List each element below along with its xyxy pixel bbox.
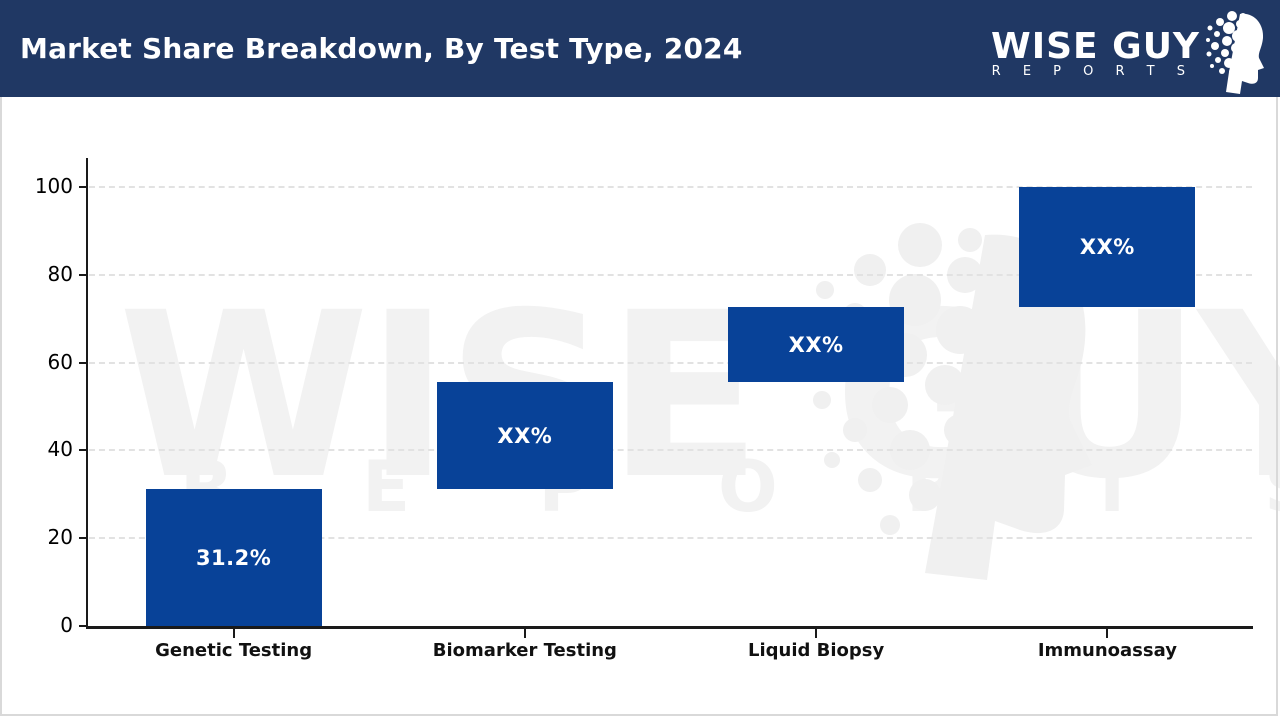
y-axis-tick-label: 100 xyxy=(34,174,73,198)
x-axis-line xyxy=(86,626,1253,629)
bar: XX% xyxy=(436,382,613,490)
logo-reports-label: R E P O R T S xyxy=(991,64,1194,79)
x-axis-tick xyxy=(523,629,526,638)
gridline xyxy=(89,273,1252,276)
x-axis-tick xyxy=(1106,629,1109,638)
y-axis-line xyxy=(86,158,88,629)
x-axis-category-label: Biomarker Testing xyxy=(432,640,617,661)
bar-value-label: 31.2% xyxy=(195,545,272,570)
logo-head-icon xyxy=(1206,11,1264,94)
y-axis-tick-label: 80 xyxy=(47,261,73,286)
bar: XX% xyxy=(728,306,905,383)
watermark-reports: R E P O R T S xyxy=(180,446,1280,528)
watermark-wordmark: WISE GUY xyxy=(118,263,1280,529)
x-axis-tick xyxy=(232,629,235,638)
gridline xyxy=(89,537,1252,540)
y-axis-tick-label: 20 xyxy=(47,525,73,550)
y-axis-tick-label: 60 xyxy=(47,349,73,374)
bar-value-label: XX% xyxy=(788,332,844,357)
header-bar: Market Share Breakdown, By Test Type, 20… xyxy=(0,0,1280,97)
x-axis-category-label: Immunoassay xyxy=(1037,640,1177,661)
gridline xyxy=(89,449,1252,452)
y-axis-tick-label: 40 xyxy=(47,437,73,462)
bar: XX% xyxy=(1019,187,1196,307)
gridline xyxy=(89,361,1252,364)
logo-wordmark: WISE GUY xyxy=(990,26,1200,67)
y-axis-tick-label: 0 xyxy=(60,613,73,637)
bar-value-label: XX% xyxy=(497,423,553,448)
wiseguy-logo: WISE GUY R E P O R T S xyxy=(991,4,1268,94)
bar-value-label: XX% xyxy=(1079,234,1135,259)
x-axis-tick xyxy=(815,629,818,638)
y-axis-tick xyxy=(79,449,88,452)
y-axis-tick xyxy=(79,625,88,627)
y-axis-tick xyxy=(79,537,88,540)
page-title: Market Share Breakdown, By Test Type, 20… xyxy=(20,32,743,65)
y-axis-tick xyxy=(79,273,88,276)
x-axis-category-label: Liquid Biopsy xyxy=(748,640,885,661)
bar: 31.2% xyxy=(145,489,322,626)
x-axis-category-label: Genetic Testing xyxy=(155,640,313,661)
y-axis-tick xyxy=(79,361,88,364)
gridline xyxy=(89,186,1252,188)
y-axis-tick xyxy=(79,186,88,188)
